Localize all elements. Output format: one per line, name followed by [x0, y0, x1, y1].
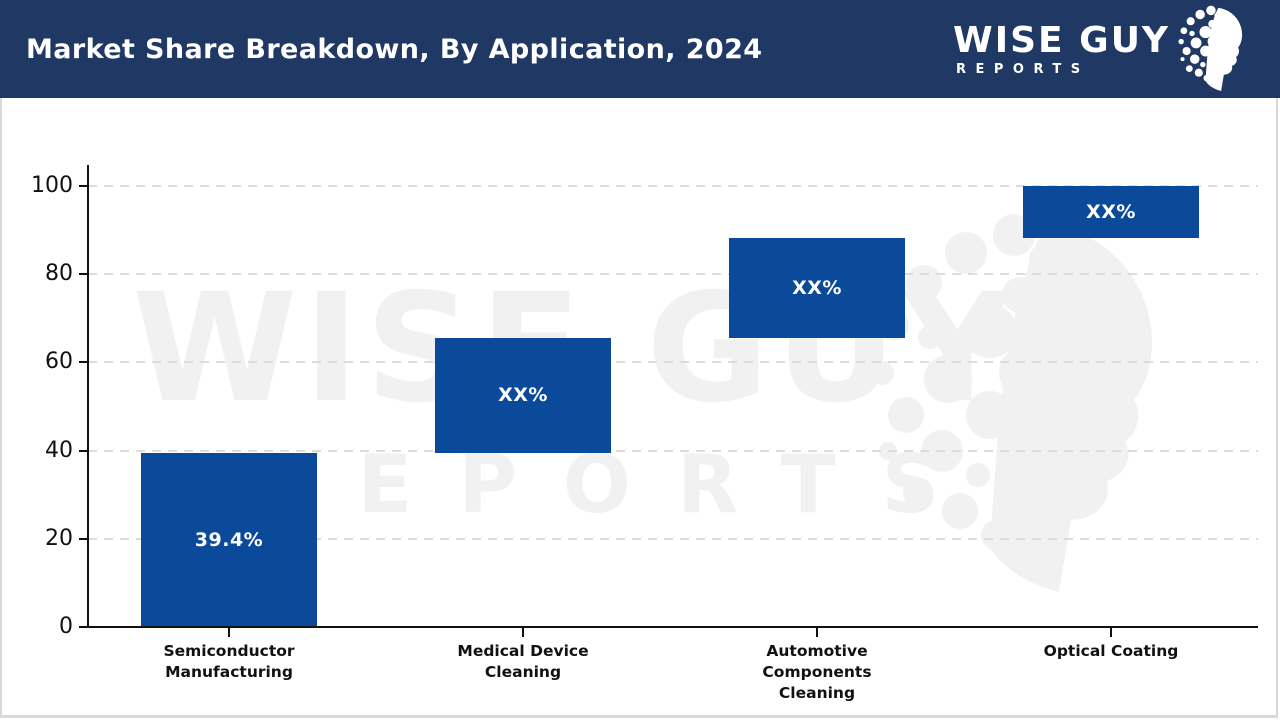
y-gridline	[88, 361, 1258, 364]
bar-segment: 39.4%	[141, 453, 317, 627]
wise-guy-logo: WISE GUY REPORTS	[953, 5, 1254, 93]
y-axis-tick-label: 0	[59, 614, 73, 639]
bar-segment: XX%	[1023, 186, 1199, 239]
y-gridline	[88, 449, 1258, 452]
x-axis-category-label: Semiconductor Manufacturing	[163, 642, 295, 681]
y-axis-tick	[79, 449, 88, 452]
y-axis-tick-label: 40	[45, 437, 73, 463]
bar-segment: XX%	[729, 238, 905, 338]
y-axis-tick	[79, 273, 88, 276]
y-axis-tick-label: 20	[45, 525, 73, 551]
header-bar: Market Share Breakdown, By Application, …	[0, 0, 1280, 98]
watermark-subtitle: REPORTS	[250, 438, 986, 531]
y-gridline	[88, 537, 1258, 540]
bar-value-label: XX%	[498, 384, 548, 407]
x-axis-line	[87, 626, 1258, 628]
x-axis-tick	[1110, 628, 1112, 637]
bar-segment: XX%	[435, 337, 611, 454]
y-axis-tick	[79, 361, 88, 364]
logo-text: WISE GUY REPORTS	[952, 19, 1170, 77]
logo-subtitle: REPORTS	[955, 61, 1090, 77]
y-axis-tick	[79, 626, 88, 628]
y-gridline	[88, 185, 1258, 187]
y-axis-tick-label: 80	[45, 261, 73, 287]
x-axis-tick	[816, 628, 818, 637]
logo-wordmark: WISE GUY	[952, 19, 1170, 61]
y-axis-tick	[79, 537, 88, 540]
y-axis-tick-label: 60	[45, 349, 73, 375]
bar-value-label: XX%	[792, 277, 842, 300]
bar-value-label: 39.4%	[194, 529, 264, 552]
bar-value-label: XX%	[1086, 201, 1136, 224]
y-gridline	[88, 273, 1258, 276]
x-axis-category-label: Optical Coating	[1043, 642, 1179, 660]
y-axis-tick	[79, 185, 88, 187]
page-title: Market Share Breakdown, By Application, …	[26, 33, 763, 65]
x-axis-category-label: Medical Device Cleaning	[457, 642, 589, 681]
y-axis-line	[87, 165, 89, 628]
x-axis-tick	[522, 628, 524, 637]
watermark-face-icon	[858, 208, 1188, 608]
x-axis-category-label: Automotive Components Cleaning	[762, 642, 872, 702]
wise-guy-face-icon	[1172, 5, 1254, 93]
x-axis-tick	[228, 628, 230, 637]
y-axis-tick-label: 100	[31, 173, 73, 198]
